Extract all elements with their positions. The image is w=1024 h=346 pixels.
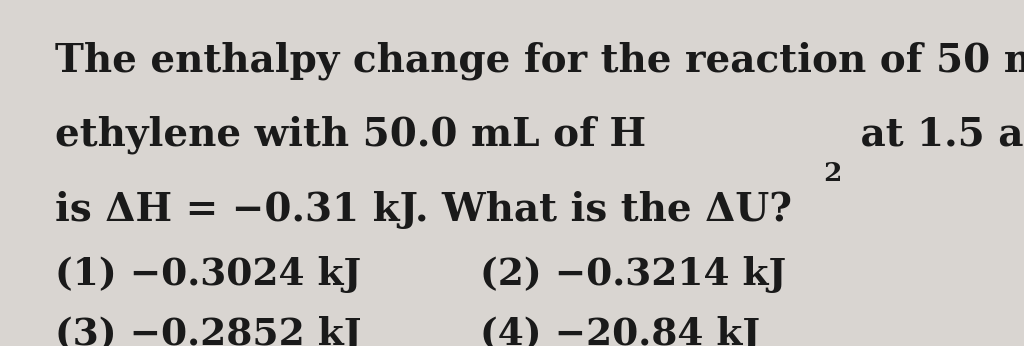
Text: at 1.5 atm. pressure: at 1.5 atm. pressure [847,116,1024,154]
Text: (1) −0.3024 kJ: (1) −0.3024 kJ [55,256,361,293]
Text: (4) −20.84 kJ: (4) −20.84 kJ [480,316,760,346]
Text: (2) −0.3214 kJ: (2) −0.3214 kJ [480,256,786,293]
Text: 2: 2 [822,161,841,186]
Text: is ΔH = −0.31 kJ. What is the ΔU?: is ΔH = −0.31 kJ. What is the ΔU? [55,191,792,229]
Text: ethylene with 50.0 mL of H: ethylene with 50.0 mL of H [55,116,646,155]
Text: (3) −0.2852 kJ: (3) −0.2852 kJ [55,316,361,346]
Text: The enthalpy change for the reaction of 50 mL of: The enthalpy change for the reaction of … [55,41,1024,80]
